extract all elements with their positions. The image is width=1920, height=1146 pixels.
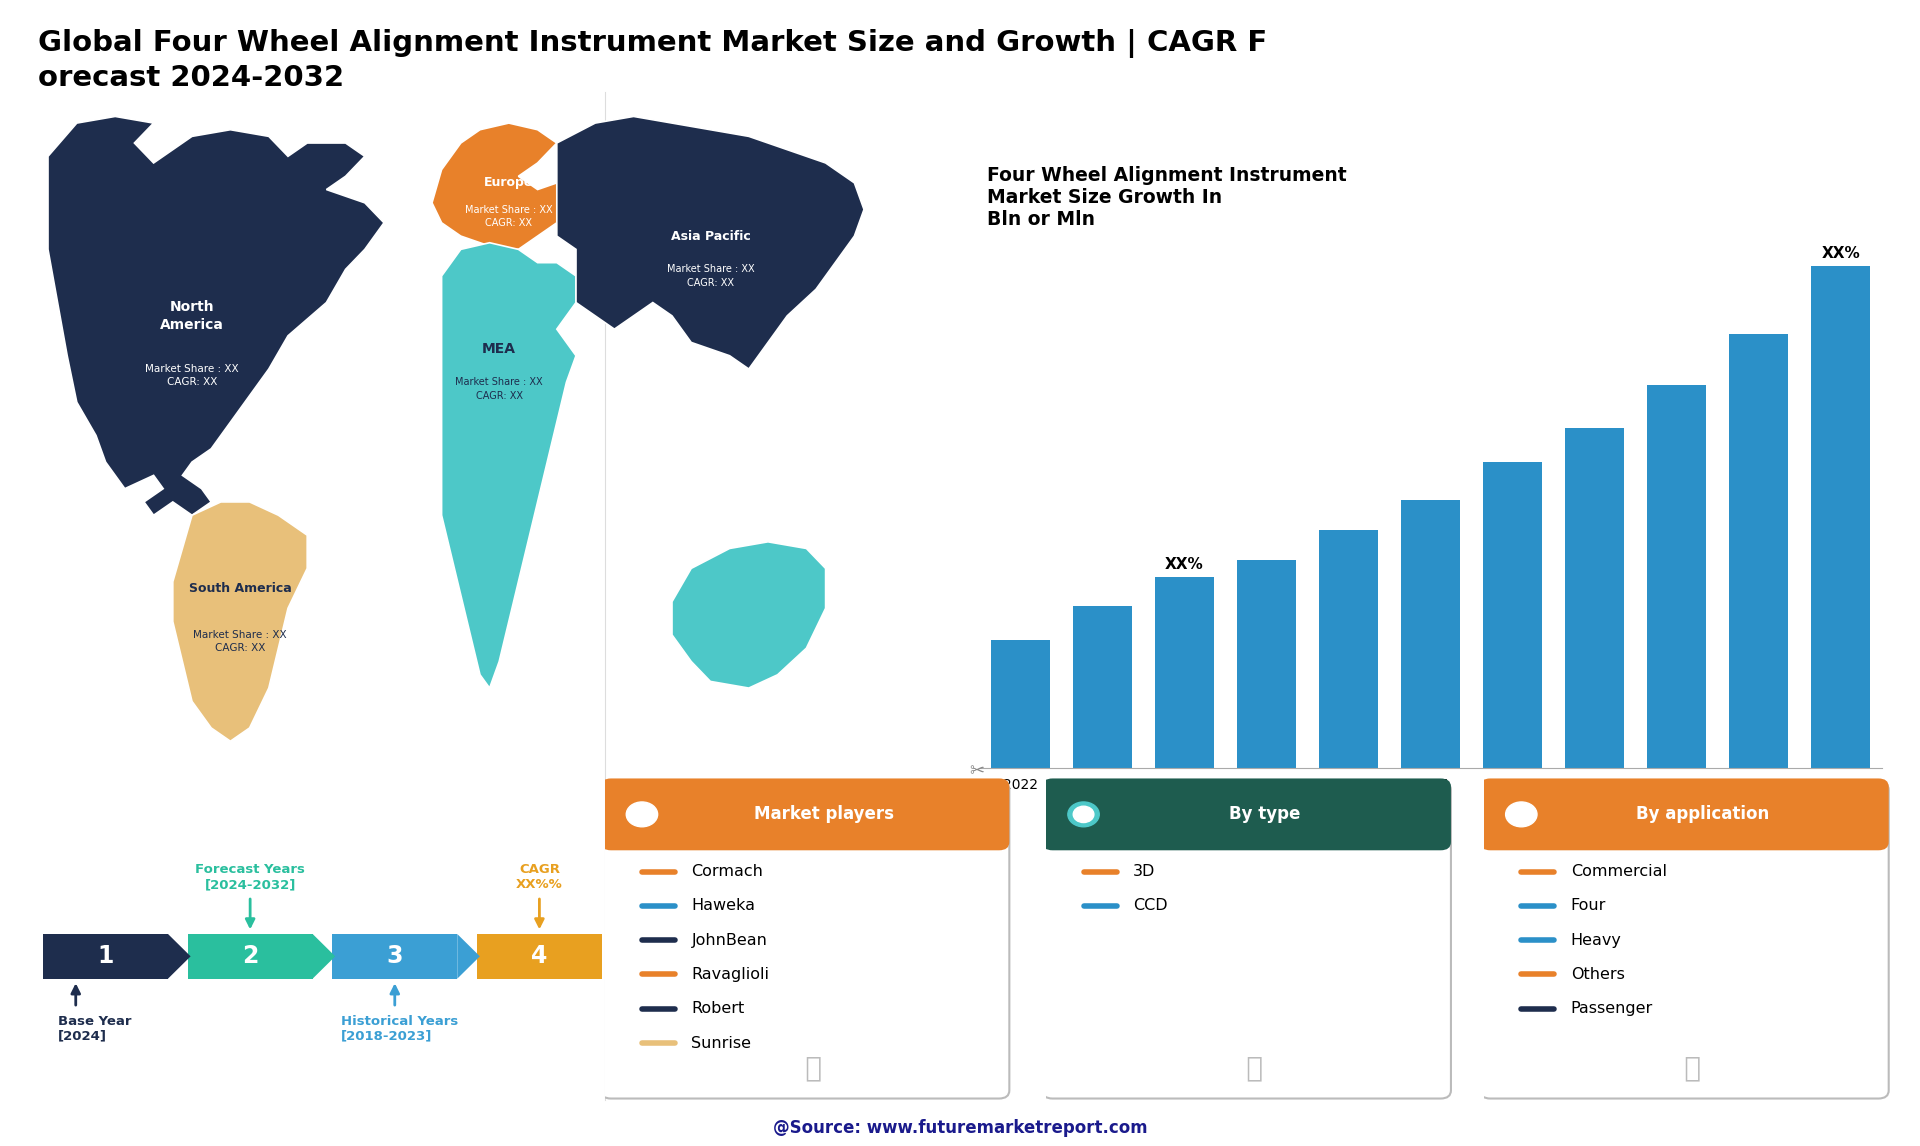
Text: Asia Pacific: Asia Pacific — [670, 229, 751, 243]
Text: Heavy: Heavy — [1571, 933, 1622, 948]
Text: Base Year
[2024]: Base Year [2024] — [58, 1015, 131, 1043]
Text: Market Share : XX
CAGR: XX: Market Share : XX CAGR: XX — [465, 204, 553, 228]
Text: 3D: 3D — [1133, 864, 1156, 879]
Polygon shape — [557, 117, 864, 369]
Text: Market Share : XX
CAGR: XX: Market Share : XX CAGR: XX — [455, 377, 543, 401]
Text: JohnBean: JohnBean — [691, 933, 768, 948]
FancyBboxPatch shape — [601, 782, 1010, 1099]
Polygon shape — [167, 934, 190, 979]
Text: Europe: Europe — [484, 176, 534, 189]
FancyBboxPatch shape — [1043, 778, 1452, 850]
Text: MEA: MEA — [482, 342, 516, 356]
Text: Market Share : XX
CAGR: XX: Market Share : XX CAGR: XX — [194, 630, 286, 653]
Bar — [332, 934, 457, 979]
Text: Cormach: Cormach — [691, 864, 764, 879]
Text: 3: 3 — [386, 944, 403, 968]
Bar — [991, 641, 1050, 768]
Text: XX%: XX% — [1165, 557, 1204, 572]
Bar — [1073, 606, 1131, 768]
Polygon shape — [457, 934, 480, 979]
Bar — [1154, 576, 1213, 768]
Text: Market Share : XX
CAGR: XX: Market Share : XX CAGR: XX — [666, 265, 755, 288]
Text: Four Wheel Alignment Instrument
Market Size Growth In
Bln or Mln: Four Wheel Alignment Instrument Market S… — [987, 166, 1348, 229]
Bar — [476, 934, 601, 979]
FancyBboxPatch shape — [601, 778, 1010, 850]
Polygon shape — [442, 243, 576, 688]
Bar — [188, 934, 313, 979]
Text: Others: Others — [1571, 967, 1624, 982]
Text: By application: By application — [1636, 806, 1770, 823]
Bar — [1319, 529, 1379, 768]
Bar — [1482, 462, 1542, 768]
Polygon shape — [672, 542, 826, 688]
Text: South America: South America — [188, 582, 292, 595]
Text: Haweka: Haweka — [691, 898, 755, 913]
Text: Market players: Market players — [753, 806, 893, 823]
Text: ⌒: ⌒ — [1244, 1054, 1261, 1082]
Text: Historical Years
[2018-2023]: Historical Years [2018-2023] — [342, 1015, 459, 1043]
Text: ✂: ✂ — [970, 762, 985, 780]
Text: Market Share : XX
CAGR: XX: Market Share : XX CAGR: XX — [146, 364, 238, 387]
Text: Forecast Years
[2024-2032]: Forecast Years [2024-2032] — [196, 863, 305, 892]
Bar — [42, 934, 169, 979]
Circle shape — [1073, 807, 1094, 823]
Polygon shape — [432, 123, 576, 250]
Polygon shape — [313, 934, 336, 979]
FancyBboxPatch shape — [1480, 782, 1889, 1099]
Text: Global Four Wheel Alignment Instrument Market Size and Growth | CAGR F
orecast 2: Global Four Wheel Alignment Instrument M… — [38, 29, 1267, 92]
Bar — [1811, 266, 1870, 768]
Text: ⌒: ⌒ — [1682, 1054, 1699, 1082]
Text: Four: Four — [1571, 898, 1607, 913]
Bar — [1402, 500, 1459, 768]
Text: Robert: Robert — [691, 1002, 745, 1017]
Bar — [1647, 385, 1707, 768]
FancyBboxPatch shape — [1043, 782, 1452, 1099]
Text: North
America: North America — [159, 299, 225, 332]
Polygon shape — [48, 117, 384, 516]
FancyBboxPatch shape — [1480, 778, 1889, 850]
Text: CAGR
XX%%: CAGR XX%% — [516, 863, 563, 892]
Text: 1: 1 — [98, 944, 113, 968]
Text: Sunrise: Sunrise — [691, 1036, 751, 1051]
Text: Commercial: Commercial — [1571, 864, 1667, 879]
Text: By type: By type — [1229, 806, 1302, 823]
Bar — [1565, 427, 1624, 768]
Text: CCD: CCD — [1133, 898, 1167, 913]
Text: Passenger: Passenger — [1571, 1002, 1653, 1017]
Text: 2: 2 — [242, 944, 259, 968]
Text: ⌒: ⌒ — [803, 1054, 820, 1082]
Text: @Source: www.futuremarketreport.com: @Source: www.futuremarketreport.com — [772, 1118, 1148, 1137]
Circle shape — [1068, 802, 1100, 826]
Bar — [1236, 559, 1296, 768]
Circle shape — [1505, 802, 1538, 826]
Text: XX%: XX% — [1822, 246, 1860, 261]
Text: Ravaglioli: Ravaglioli — [691, 967, 770, 982]
Bar — [1730, 335, 1788, 768]
Polygon shape — [173, 502, 307, 741]
Text: 4: 4 — [532, 944, 547, 968]
Circle shape — [626, 802, 659, 826]
